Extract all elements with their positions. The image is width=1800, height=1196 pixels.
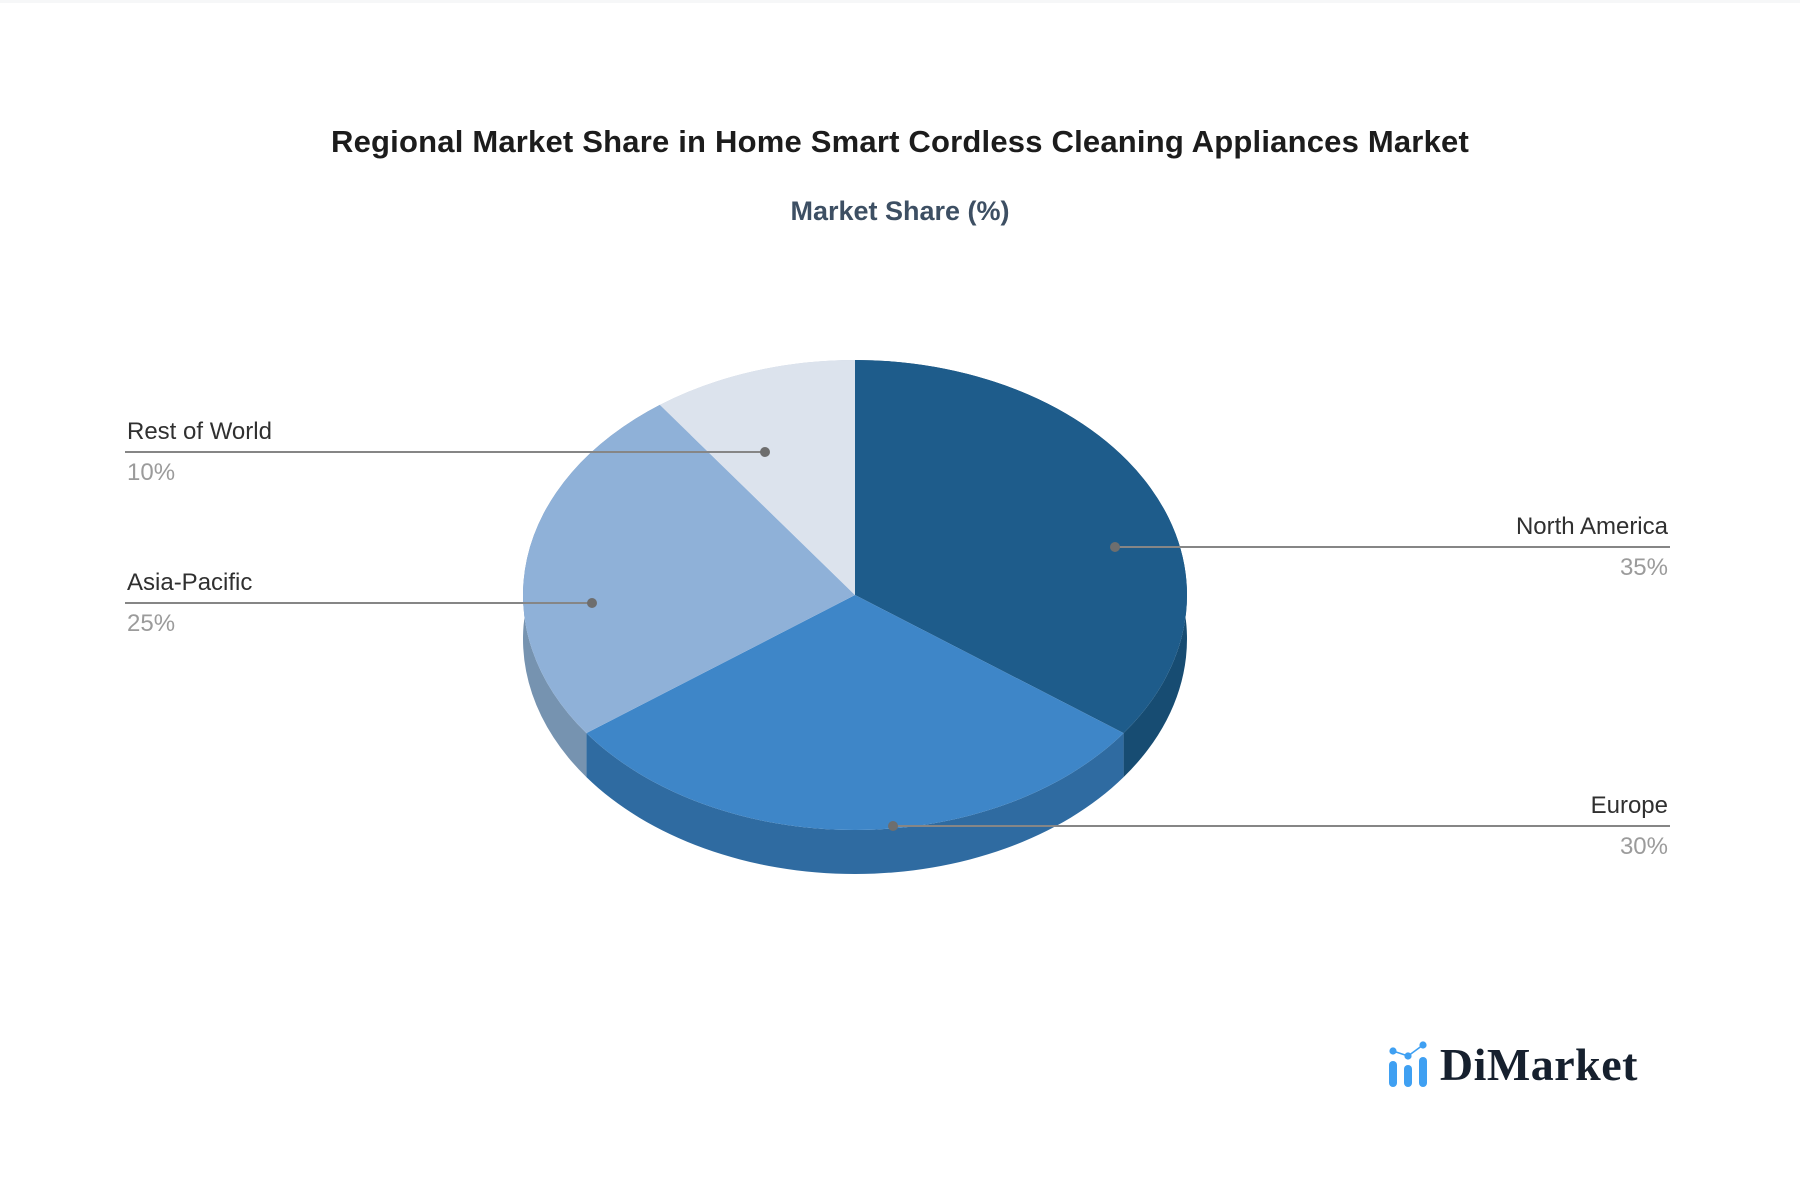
logo-bar <box>1418 1056 1427 1087</box>
logo-dot <box>1419 1040 1427 1049</box>
dimarket-logo: DiMarket <box>1387 1038 1638 1091</box>
logo-bar <box>1403 1064 1412 1087</box>
logo-bar <box>1388 1060 1397 1087</box>
slice-label-europe: Europe <box>1590 792 1668 819</box>
logo-text: DiMarket <box>1439 1039 1638 1090</box>
logo-dot <box>1404 1051 1412 1060</box>
label-connector-lines <box>125 447 1670 831</box>
pie-slice-north-america[interactable] <box>855 360 1187 734</box>
slice-value-europe: 30% <box>1619 833 1668 860</box>
connector-dot-north-america <box>1110 542 1120 552</box>
chart-title: Regional Market Share in Home Smart Cord… <box>331 124 1469 159</box>
slice-label-north-america: North America <box>1515 513 1668 540</box>
connector-dot-rest-of-world <box>760 447 770 457</box>
pie-slice-europe[interactable] <box>586 595 1124 830</box>
logo-dot <box>1389 1046 1397 1055</box>
bar-line-chart-icon <box>1388 1040 1427 1087</box>
chart-subtitle: Market Share (%) <box>790 196 1010 226</box>
top-strip <box>0 0 1800 3</box>
slice-value-rest-of-world: 10% <box>127 459 176 486</box>
connector-dot-asia-pacific <box>587 598 597 608</box>
connector-dot-europe <box>888 821 898 831</box>
slice-value-asia-pacific: 25% <box>127 610 176 637</box>
slice-label-rest-of-world: Rest of World <box>127 418 272 445</box>
slice-label-asia-pacific: Asia-Pacific <box>127 569 253 596</box>
pie-slices <box>523 360 1187 830</box>
pie-slice-side-europe <box>586 733 1124 874</box>
pie-slice-rest-of-world[interactable] <box>659 360 855 595</box>
slice-value-north-america: 35% <box>1619 554 1668 581</box>
pie-slice-asia-pacific[interactable] <box>523 404 855 734</box>
